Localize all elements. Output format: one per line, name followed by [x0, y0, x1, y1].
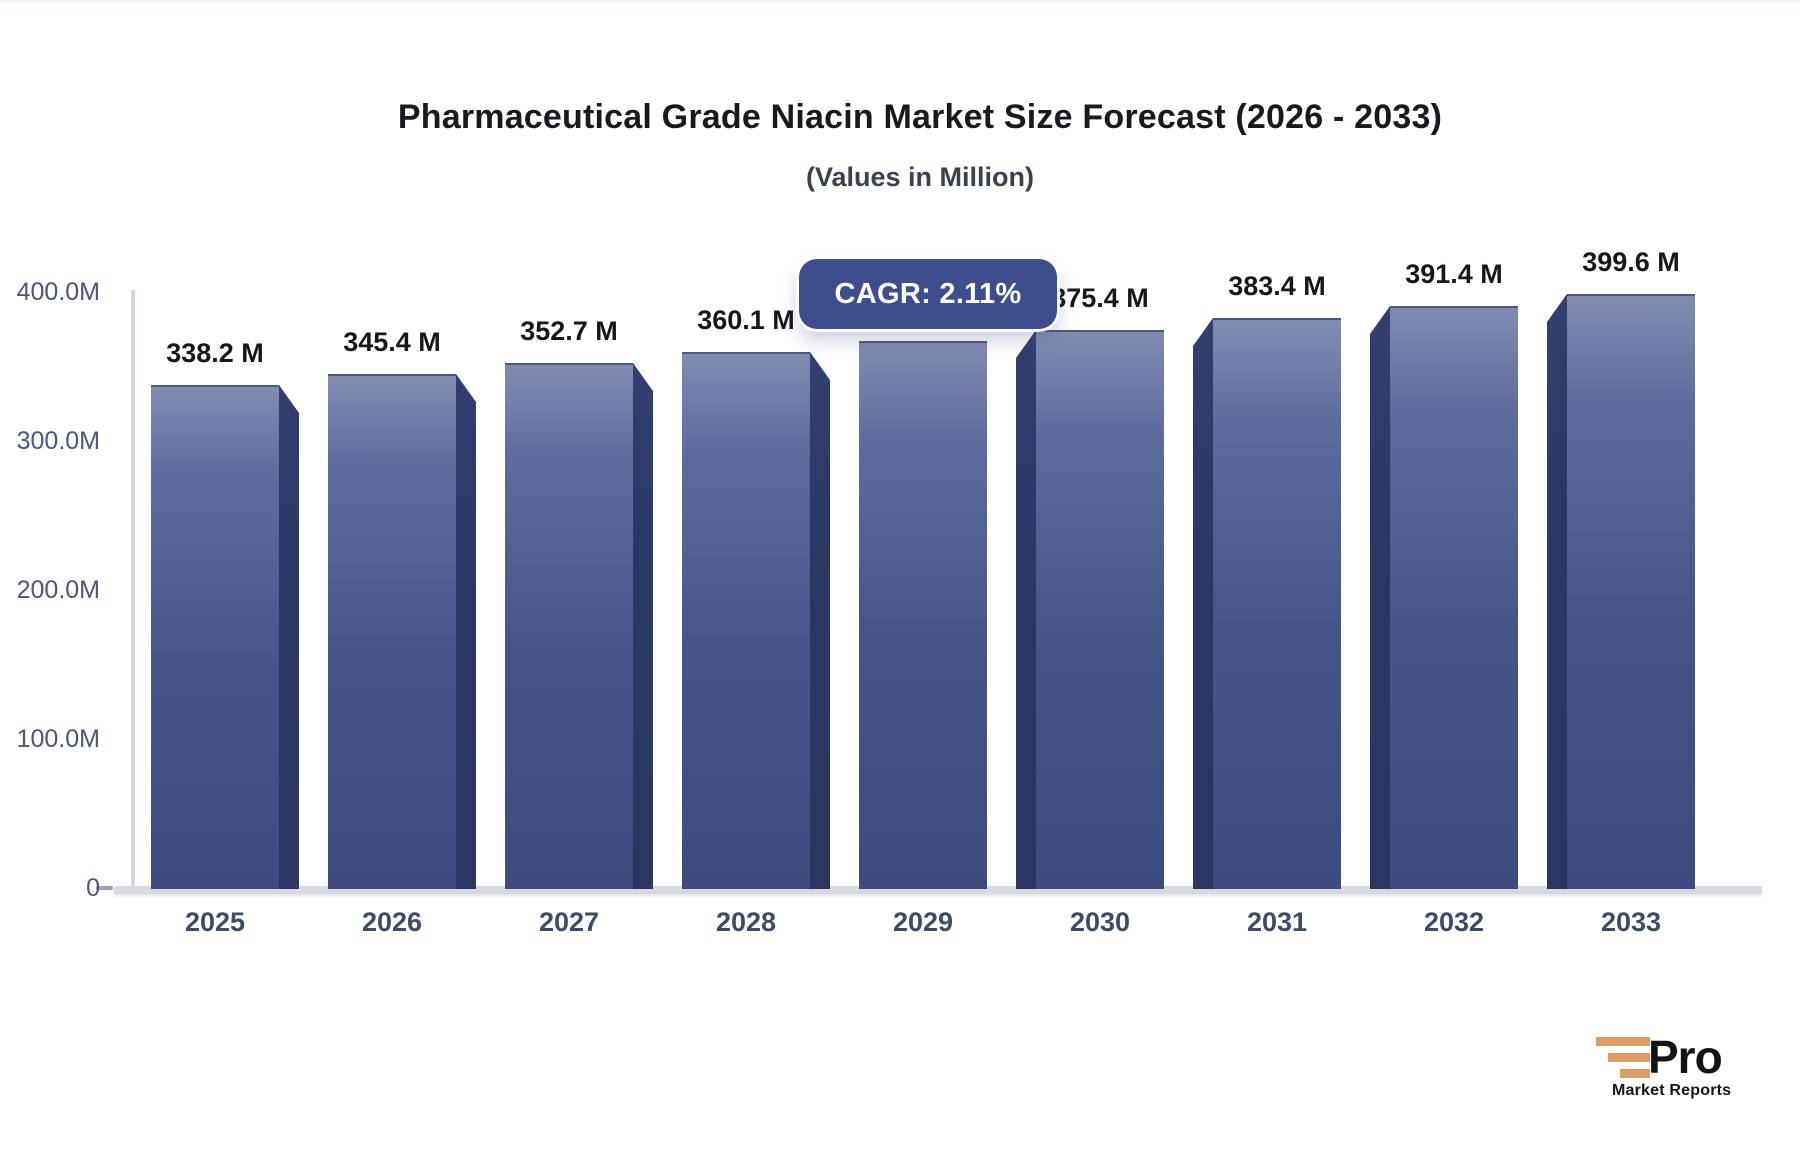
- chart-subtitle: (Values in Million): [805, 162, 1035, 192]
- x-axis-label-2025: 2025: [184, 907, 246, 937]
- bar-value-label-2025: 338.2 M: [166, 338, 264, 368]
- x-axis-label-2031: 2031: [1246, 907, 1308, 937]
- bar-side-2027: [633, 363, 653, 889]
- bar-value-label-2033: 399.6 M: [1582, 247, 1680, 277]
- bar-value-label-2027: 352.7 M: [520, 316, 618, 346]
- zero-tick-mark: [96, 886, 113, 890]
- logo-word: Pro: [1648, 1031, 1723, 1083]
- y-axis-tick-label: 400.0M: [16, 278, 100, 306]
- x-axis-label-2028: 2028: [715, 907, 777, 937]
- bar-side-2026: [456, 374, 476, 889]
- bar-value-label-2032: 391.4 M: [1405, 259, 1503, 289]
- x-axis-label-2029: 2029: [892, 907, 954, 937]
- bar-2033: [1567, 294, 1695, 889]
- x-axis-label-2032: 2032: [1423, 907, 1485, 937]
- bar-side-2031: [1193, 318, 1213, 889]
- bar-2025: [151, 385, 279, 889]
- bar-2030: [1036, 330, 1164, 889]
- bar-side-2032: [1370, 306, 1390, 889]
- cagr-badge: CAGR: 2.11%: [799, 259, 1057, 329]
- y-axis-line: [131, 290, 135, 890]
- y-axis-tick-label: 200.0M: [16, 576, 100, 604]
- y-axis-tick-label: 300.0M: [16, 427, 100, 455]
- bar-value-label-2028: 360.1 M: [697, 305, 795, 335]
- bar-value-label-2026: 345.4 M: [343, 327, 441, 357]
- x-axis-baseline: [114, 886, 1762, 894]
- bar-2026: [328, 374, 456, 889]
- brand-logo: Pro Market Reports: [1596, 1034, 1776, 1100]
- bar-value-label-2030: 375.4 M: [1051, 283, 1149, 313]
- bar-2032: [1390, 306, 1518, 889]
- x-axis-label-2026: 2026: [361, 907, 423, 937]
- bar-side-2030: [1016, 330, 1036, 889]
- logo-speed-bars-icon: [1596, 1036, 1650, 1078]
- y-axis-tick-label: 0: [86, 874, 100, 902]
- cagr-badge-label: CAGR: 2.11%: [834, 277, 1022, 310]
- bar-side-2025: [279, 385, 299, 889]
- bar-value-label-2031: 383.4 M: [1228, 271, 1326, 301]
- y-axis-tick-label: 100.0M: [16, 725, 100, 753]
- x-axis-label-2030: 2030: [1069, 907, 1131, 937]
- logo-tagline: Market Reports: [1612, 1082, 1732, 1099]
- x-axis-label-2033: 2033: [1600, 907, 1662, 937]
- chart-title: Pharmaceutical Grade Niacin Market Size …: [397, 98, 1443, 136]
- bar-side-2028: [810, 352, 830, 889]
- bar-2029: [859, 341, 987, 889]
- bar-2027: [505, 363, 633, 889]
- bar-2028: [682, 352, 810, 889]
- bar-side-2033: [1547, 294, 1567, 889]
- x-axis-label-2027: 2027: [538, 907, 600, 937]
- bar-2031: [1213, 318, 1341, 889]
